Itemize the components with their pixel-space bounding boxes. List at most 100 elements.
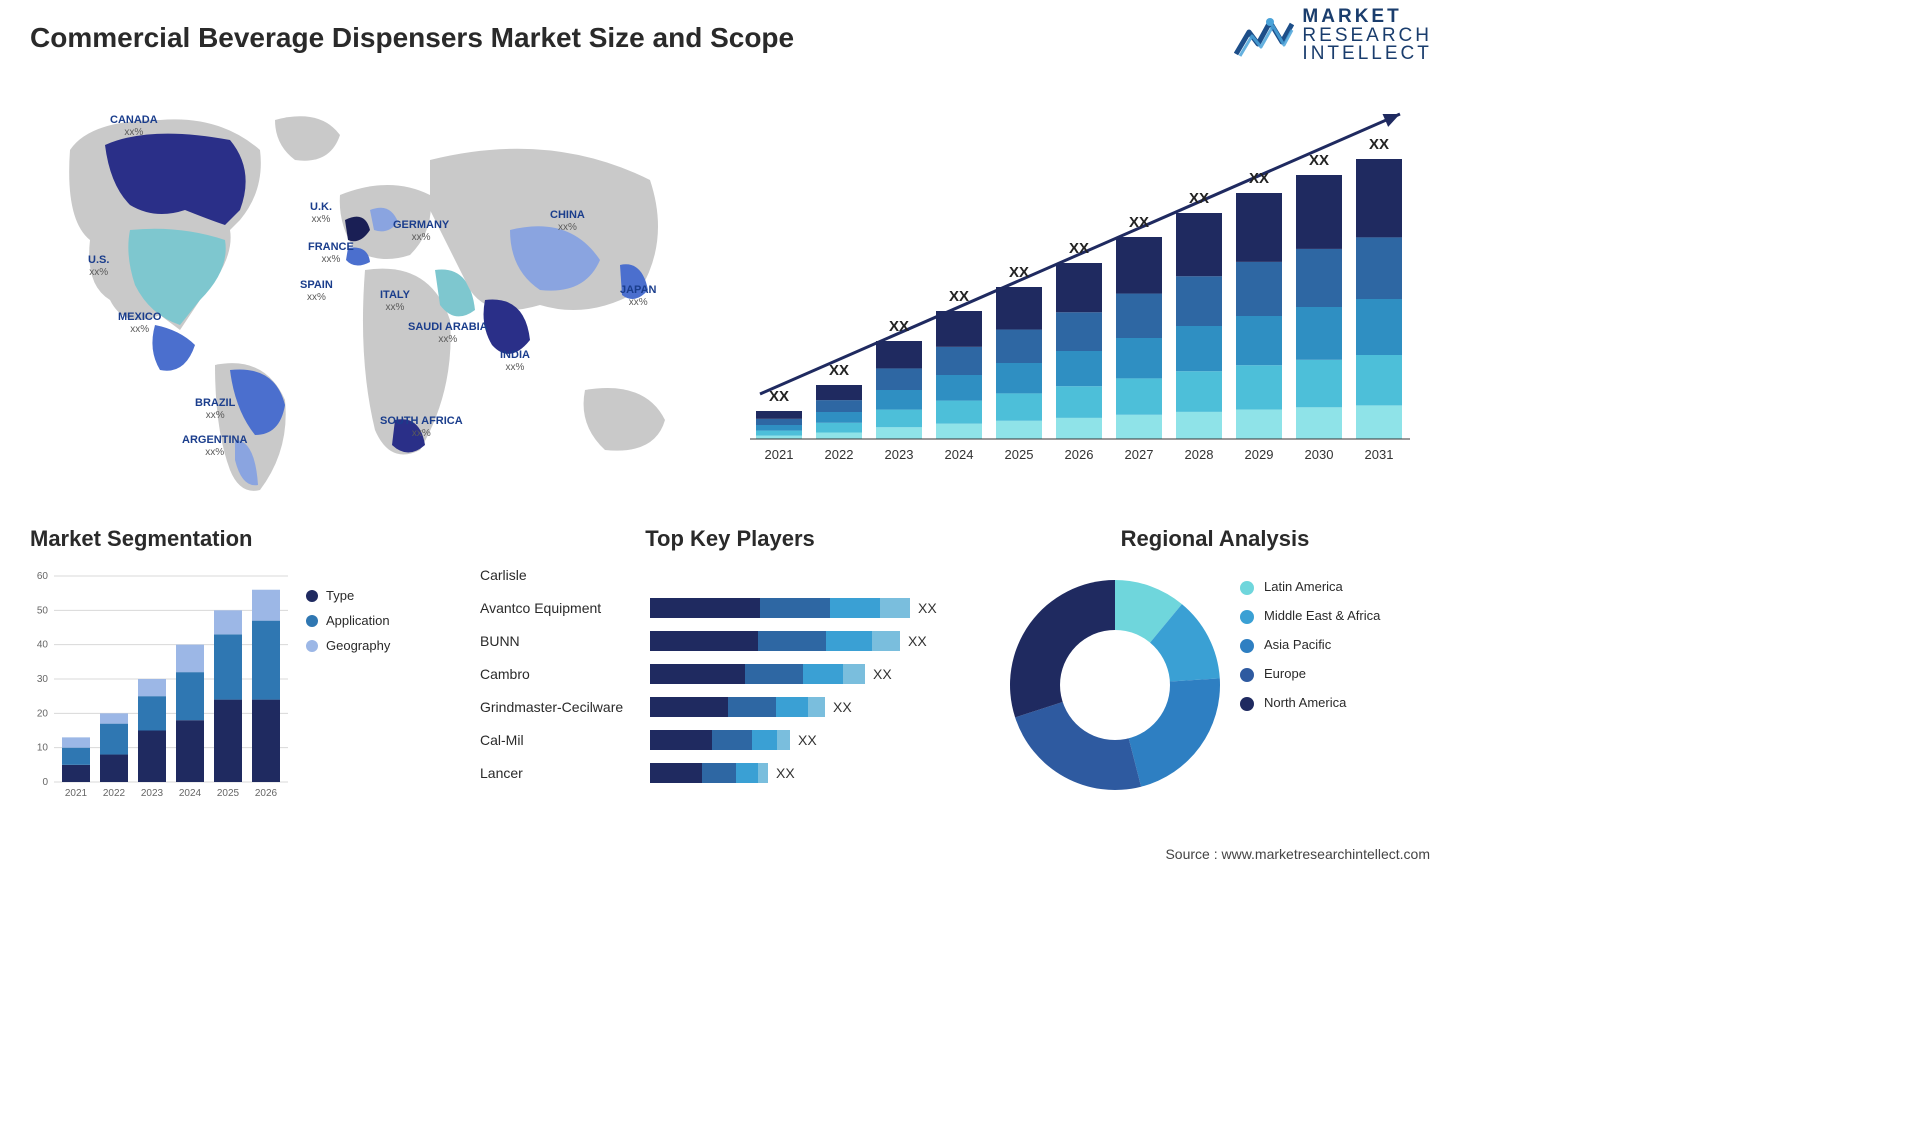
svg-text:XX: XX bbox=[1189, 190, 1209, 207]
map-label: INDIAxx% bbox=[500, 350, 530, 373]
legend-item: Latin America bbox=[1240, 580, 1380, 595]
key-player-name: Avantco Equipment bbox=[480, 600, 650, 616]
key-player-value: XX bbox=[776, 765, 795, 781]
key-player-name: Carlisle bbox=[480, 567, 650, 583]
key-players-title: Top Key Players bbox=[480, 526, 980, 552]
svg-text:2026: 2026 bbox=[255, 788, 278, 799]
svg-text:XX: XX bbox=[1309, 152, 1329, 169]
legend-item: Asia Pacific bbox=[1240, 638, 1380, 653]
svg-text:10: 10 bbox=[37, 743, 49, 754]
svg-text:2023: 2023 bbox=[885, 447, 914, 462]
map-label: JAPANxx% bbox=[620, 285, 656, 308]
map-label: CANADAxx% bbox=[110, 115, 158, 138]
svg-text:XX: XX bbox=[1069, 240, 1089, 257]
key-player-bar: XX bbox=[650, 730, 980, 750]
world-map-panel: CANADAxx%U.S.xx%MEXICOxx%BRAZILxx%ARGENT… bbox=[30, 90, 710, 500]
svg-text:2030: 2030 bbox=[1305, 447, 1334, 462]
svg-text:XX: XX bbox=[1129, 214, 1149, 231]
legend-label: Geography bbox=[326, 638, 390, 653]
legend-label: Europe bbox=[1264, 667, 1306, 682]
key-player-row: Grindmaster-CecilwareXX bbox=[480, 690, 980, 723]
svg-text:XX: XX bbox=[1369, 136, 1389, 153]
legend-dot-icon bbox=[306, 615, 318, 627]
svg-text:2023: 2023 bbox=[141, 788, 164, 799]
svg-text:2025: 2025 bbox=[1005, 447, 1034, 462]
legend-item: Europe bbox=[1240, 667, 1380, 682]
svg-text:2029: 2029 bbox=[1245, 447, 1274, 462]
logo: MARKET RESEARCH INTELLECT bbox=[1234, 8, 1432, 64]
world-map-icon bbox=[30, 90, 710, 500]
growth-chart: 2021202220232024202520262027202820292030… bbox=[740, 94, 1420, 474]
legend-dot-icon bbox=[306, 640, 318, 652]
svg-text:2021: 2021 bbox=[765, 447, 794, 462]
logo-text: MARKET RESEARCH INTELLECT bbox=[1302, 8, 1432, 64]
legend-item: Type bbox=[306, 588, 390, 603]
regional-panel: Regional Analysis Latin America Middle Ea… bbox=[1000, 526, 1430, 816]
svg-text:XX: XX bbox=[769, 388, 789, 405]
svg-text:2028: 2028 bbox=[1185, 447, 1214, 462]
legend-item: Middle East & Africa bbox=[1240, 609, 1380, 624]
key-player-row: Lancer XX bbox=[480, 756, 980, 789]
key-player-name: Lancer bbox=[480, 765, 650, 781]
svg-text:0: 0 bbox=[42, 777, 48, 788]
svg-text:2025: 2025 bbox=[217, 788, 240, 799]
legend-label: Latin America bbox=[1264, 580, 1343, 595]
key-player-name: BUNN bbox=[480, 633, 650, 649]
svg-text:2031: 2031 bbox=[1365, 447, 1394, 462]
segmentation-chart: 202120222023202420252026 0102030405060 bbox=[30, 570, 290, 810]
svg-text:2022: 2022 bbox=[103, 788, 126, 799]
map-label: SPAINxx% bbox=[300, 280, 333, 303]
legend-item: North America bbox=[1240, 696, 1380, 711]
key-player-bar: XX bbox=[650, 763, 980, 783]
svg-text:2021: 2021 bbox=[65, 788, 88, 799]
regional-legend: Latin America Middle East & Africa Asia Pa… bbox=[1240, 580, 1380, 725]
key-player-value: XX bbox=[908, 633, 927, 649]
legend-label: Asia Pacific bbox=[1264, 638, 1331, 653]
map-label: SOUTH AFRICAxx% bbox=[380, 416, 463, 439]
legend-dot-icon bbox=[1240, 581, 1254, 595]
map-label: ARGENTINAxx% bbox=[182, 435, 247, 458]
regional-donut-chart bbox=[1000, 570, 1230, 800]
svg-text:60: 60 bbox=[37, 571, 49, 582]
key-player-bar: XX bbox=[650, 664, 980, 684]
logo-mark-icon bbox=[1234, 14, 1294, 58]
svg-text:XX: XX bbox=[1009, 264, 1029, 281]
svg-text:2024: 2024 bbox=[945, 447, 974, 462]
svg-text:40: 40 bbox=[37, 640, 49, 651]
legend-label: Middle East & Africa bbox=[1264, 609, 1380, 624]
legend-dot-icon bbox=[1240, 610, 1254, 624]
map-label: U.K.xx% bbox=[310, 202, 332, 225]
legend-dot-icon bbox=[1240, 639, 1254, 653]
map-label: FRANCExx% bbox=[308, 242, 354, 265]
legend-item: Application bbox=[306, 613, 390, 628]
page-title: Commercial Beverage Dispensers Market Si… bbox=[30, 22, 794, 54]
key-player-name: Cal-Mil bbox=[480, 732, 650, 748]
key-player-value: XX bbox=[873, 666, 892, 682]
map-label: GERMANYxx% bbox=[393, 220, 449, 243]
svg-text:XX: XX bbox=[889, 318, 909, 335]
svg-text:XX: XX bbox=[949, 288, 969, 305]
key-player-name: Cambro bbox=[480, 666, 650, 682]
map-label: SAUDI ARABIAxx% bbox=[408, 322, 488, 345]
map-label: CHINAxx% bbox=[550, 210, 585, 233]
key-players-panel: Top Key Players Carlisle Avantco Equipmen… bbox=[480, 526, 980, 816]
segmentation-panel: Market Segmentation 20212022202320242025… bbox=[30, 526, 430, 816]
map-label: MEXICOxx% bbox=[118, 312, 161, 335]
legend-label: North America bbox=[1264, 696, 1346, 711]
logo-line1: MARKET bbox=[1302, 8, 1432, 27]
regional-title: Regional Analysis bbox=[1000, 526, 1430, 552]
segmentation-legend: Type Application Geography bbox=[306, 588, 390, 663]
legend-dot-icon bbox=[306, 590, 318, 602]
svg-text:XX: XX bbox=[1249, 170, 1269, 187]
svg-text:2027: 2027 bbox=[1125, 447, 1154, 462]
svg-text:50: 50 bbox=[37, 605, 49, 616]
legend-item: Geography bbox=[306, 638, 390, 653]
map-label: ITALYxx% bbox=[380, 290, 410, 313]
svg-text:20: 20 bbox=[37, 708, 49, 719]
svg-text:30: 30 bbox=[37, 674, 49, 685]
key-player-bar: XX bbox=[650, 598, 980, 618]
legend-label: Application bbox=[326, 613, 390, 628]
segmentation-title: Market Segmentation bbox=[30, 526, 430, 552]
key-player-bar: XX bbox=[650, 631, 980, 651]
svg-text:XX: XX bbox=[829, 362, 849, 379]
